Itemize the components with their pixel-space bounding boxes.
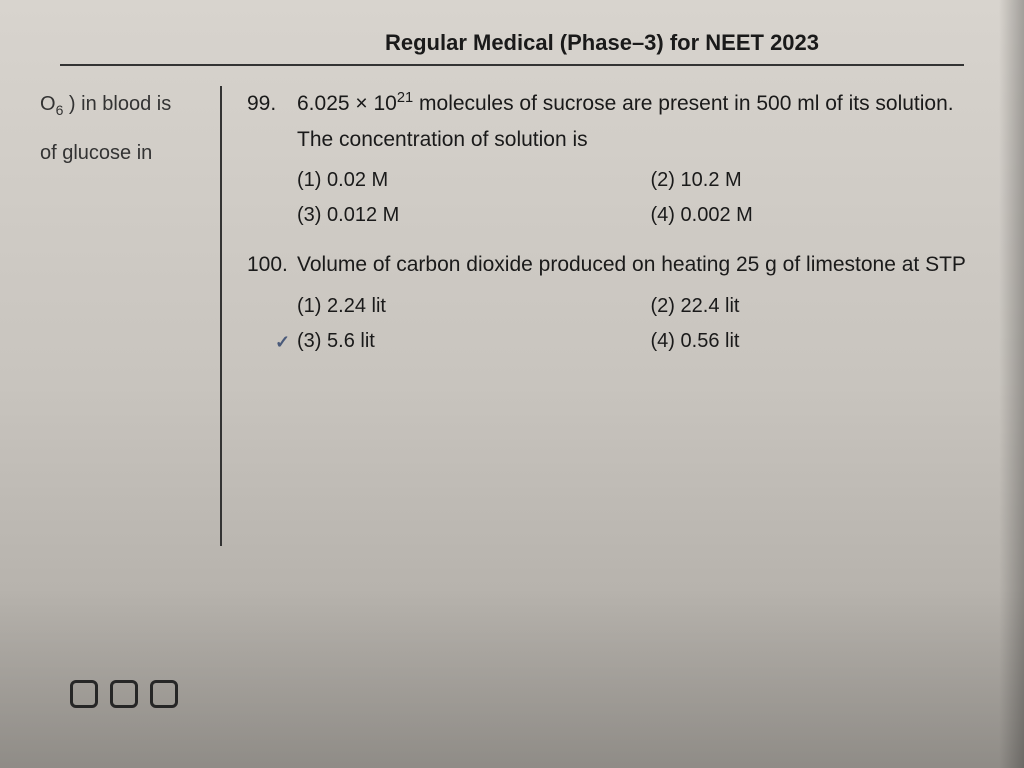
left-fragment-2: of glucose in — [40, 135, 205, 171]
left-frag-1-prefix: O — [40, 93, 56, 115]
footer-box-1 — [70, 680, 98, 708]
option-value: 10.2 M — [681, 169, 742, 192]
page-edge-shadow — [999, 0, 1024, 768]
option-100-1[interactable]: (1) 2.24 lit — [297, 295, 631, 318]
check-icon: ✓ — [275, 332, 290, 353]
footer-boxes — [70, 680, 178, 708]
option-label: (2) — [651, 295, 675, 318]
question-99-text: 99. 6.025 × 1021 molecules of sucrose ar… — [247, 86, 984, 157]
footer-box-3 — [150, 680, 178, 708]
question-99: 99. 6.025 × 1021 molecules of sucrose ar… — [247, 86, 984, 227]
question-99-options: (1) 0.02 M (2) 10.2 M (3) 0.012 M (4) 0.… — [247, 169, 984, 227]
question-100-options: (1) 2.24 lit (2) 22.4 lit ✓ (3) 5.6 lit … — [247, 295, 984, 353]
option-label: (3) — [297, 330, 321, 353]
option-label: (2) — [651, 169, 675, 192]
q99-pre: 6.025 × 10 — [297, 92, 397, 115]
option-label: (1) — [297, 295, 321, 318]
option-value: 2.24 lit — [327, 295, 386, 318]
option-value: 0.002 M — [681, 204, 753, 227]
option-label: (3) — [297, 204, 321, 227]
page-title: Regular Medical (Phase–3) for NEET 2023 — [40, 30, 984, 56]
option-value: 0.012 M — [327, 204, 399, 227]
footer-box-2 — [110, 680, 138, 708]
question-body: 6.025 × 1021 molecules of sucrose are pr… — [297, 86, 984, 157]
q99-exp: 21 — [397, 90, 413, 106]
option-label: (4) — [651, 330, 675, 353]
question-body: Volume of carbon dioxide produced on hea… — [297, 247, 984, 283]
option-value: 5.6 lit — [327, 330, 375, 353]
option-100-2[interactable]: (2) 22.4 lit — [651, 295, 985, 318]
option-99-2[interactable]: (2) 10.2 M — [651, 169, 985, 192]
question-100-text: 100. Volume of carbon dioxide produced o… — [247, 247, 984, 283]
question-number: 100. — [247, 247, 297, 283]
q100-pre: Volume of carbon dioxide produced on hea… — [297, 253, 966, 276]
option-100-3[interactable]: ✓ (3) 5.6 lit — [297, 330, 631, 353]
option-100-4[interactable]: (4) 0.56 lit — [651, 330, 985, 353]
option-value: 22.4 lit — [681, 295, 740, 318]
option-label: (1) — [297, 169, 321, 192]
header-underline — [60, 64, 964, 66]
content-row: O6 ) in blood is of glucose in 99. 6.025… — [40, 86, 984, 546]
option-value: 0.02 M — [327, 169, 388, 192]
option-value: 0.56 lit — [681, 330, 740, 353]
option-label: (4) — [651, 204, 675, 227]
option-99-1[interactable]: (1) 0.02 M — [297, 169, 631, 192]
right-column: 99. 6.025 × 1021 molecules of sucrose ar… — [222, 86, 984, 373]
question-number: 99. — [247, 86, 297, 122]
option-99-4[interactable]: (4) 0.002 M — [651, 204, 985, 227]
left-column: O6 ) in blood is of glucose in — [40, 86, 220, 183]
vignette-overlay — [0, 588, 1024, 768]
left-frag-1-suffix: ) in blood is — [63, 93, 171, 115]
question-100: 100. Volume of carbon dioxide produced o… — [247, 247, 984, 353]
left-fragment-1: O6 ) in blood is — [40, 86, 205, 123]
option-99-3[interactable]: (3) 0.012 M — [297, 204, 631, 227]
page-container: Regular Medical (Phase–3) for NEET 2023 … — [0, 0, 1024, 768]
